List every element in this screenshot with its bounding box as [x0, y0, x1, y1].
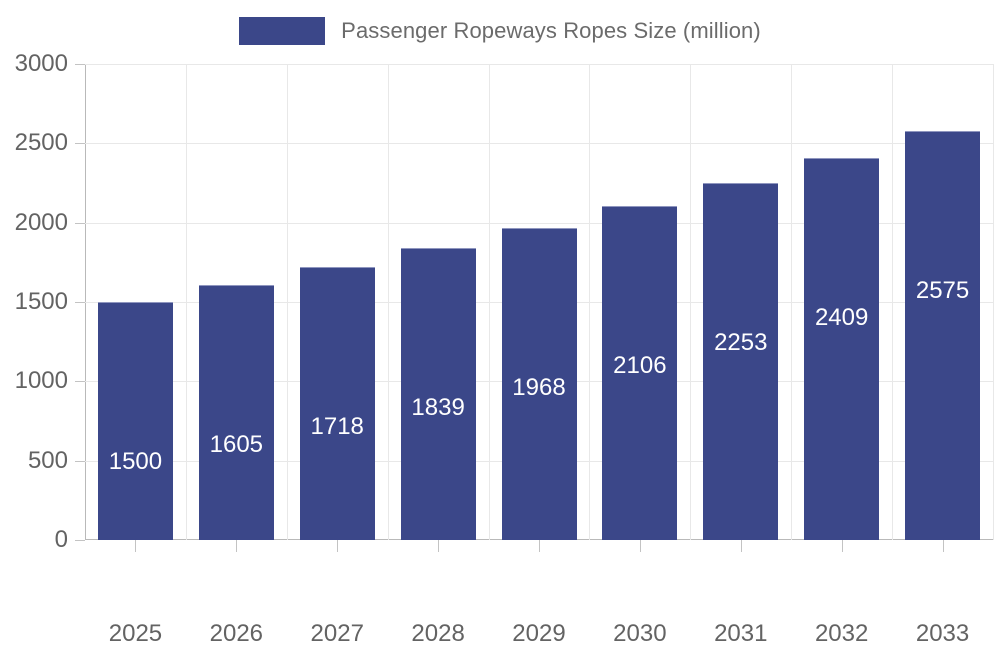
gridline-vertical — [892, 64, 894, 540]
bar-value-label: 1839 — [411, 394, 465, 422]
bar-value-label: 2575 — [915, 277, 970, 305]
y-axis-tick-label: 3000 — [14, 50, 68, 77]
gridline-vertical — [690, 64, 692, 540]
y-axis-tick-label: 1500 — [14, 288, 68, 315]
x-axis-tick-label: 2030 — [613, 620, 667, 647]
x-axis-tick-label: 2032 — [814, 620, 869, 647]
x-axis-tick-label: 2028 — [411, 620, 465, 647]
y-axis-tick-mark — [75, 460, 85, 462]
bar-value-label: 1968 — [512, 373, 566, 401]
gridline-vertical — [589, 64, 591, 540]
bar[interactable]: 2253 — [703, 182, 779, 540]
x-axis-tick-mark — [236, 540, 238, 552]
gridline-vertical — [791, 64, 793, 540]
x-axis-tick-mark — [135, 540, 137, 552]
y-axis-tick-mark — [75, 64, 85, 65]
gridline-vertical — [488, 64, 490, 540]
x-axis-tick-mark — [337, 540, 339, 552]
y-axis-tick-mark — [75, 302, 85, 303]
y-axis-tick-mark — [75, 222, 85, 224]
gridline-vertical — [993, 64, 994, 540]
x-axis-tick-mark — [539, 540, 540, 552]
y-axis-tick-label: 2000 — [14, 208, 68, 236]
bar[interactable]: 1605 — [198, 285, 274, 540]
bar-chart: Passenger Ropeways Ropes Size (million) … — [0, 10, 1000, 647]
gridline-horizontal — [85, 143, 993, 145]
x-axis-tick-label: 2027 — [310, 620, 364, 647]
gridline-horizontal — [85, 64, 993, 65]
chart-legend: Passenger Ropeways Ropes Size (million) — [0, 10, 1000, 52]
bar[interactable]: 1500 — [97, 302, 173, 540]
gridline-vertical — [286, 64, 288, 540]
y-axis-tick-mark — [75, 143, 85, 145]
gridline-vertical — [185, 64, 187, 540]
legend-label-series-1: Passenger Ropeways Ropes Size (million) — [341, 18, 761, 43]
bar[interactable]: 2106 — [602, 205, 678, 540]
x-axis-tick-label: 2029 — [512, 620, 566, 647]
bar-value-label: 1605 — [209, 431, 264, 459]
y-axis-tick-label: 0 — [54, 526, 68, 553]
plot-area: 1500 1605 1718 1839 1968 2106 2253 2409 2575 202… — [85, 64, 994, 647]
y-axis-tick-label: 2500 — [14, 129, 68, 157]
bar-value-label: 2253 — [714, 328, 768, 356]
bar-value-label: 2106 — [613, 351, 667, 379]
bar[interactable]: 2409 — [804, 157, 880, 540]
gridline-horizontal — [85, 222, 993, 224]
y-axis-tick-label: 500 — [27, 446, 68, 474]
bar[interactable]: 1968 — [501, 227, 577, 540]
bar[interactable]: 2575 — [905, 131, 981, 540]
y-axis-tick-label: 1000 — [14, 367, 68, 395]
x-axis-tick-label: 2026 — [209, 620, 264, 647]
bar-value-label: 1718 — [310, 413, 364, 441]
x-axis-tick-label: 2031 — [714, 620, 768, 647]
gridline-vertical — [387, 64, 389, 540]
x-axis-tick-mark — [438, 540, 440, 552]
x-axis-tick-mark — [740, 540, 742, 552]
bar-value-label: 2409 — [814, 303, 869, 331]
y-axis-tick-mark — [75, 381, 85, 383]
legend-swatch-series-1 — [239, 17, 326, 45]
y-axis-tick-mark — [75, 540, 85, 541]
x-axis-tick-mark — [639, 540, 641, 552]
x-axis-tick-mark — [942, 540, 944, 552]
x-axis-tick-label: 2033 — [915, 620, 970, 647]
x-axis-tick-mark — [841, 540, 843, 552]
bar[interactable]: 1718 — [299, 267, 375, 540]
bar[interactable]: 1839 — [400, 248, 476, 540]
bar-value-label: 1500 — [108, 448, 163, 475]
x-axis-tick-label: 2025 — [108, 620, 163, 647]
